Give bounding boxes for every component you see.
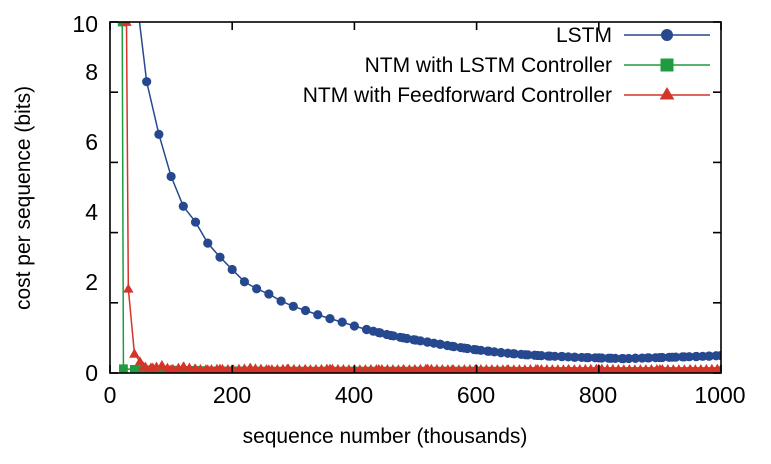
y-tick-label: 8 <box>85 59 98 85</box>
data-point-circle <box>603 353 614 363</box>
data-point-circle <box>556 351 567 362</box>
y-tick-label: 10 <box>72 11 98 37</box>
data-point-circle <box>252 284 262 294</box>
data-point-circle <box>300 305 311 316</box>
x-tick-label: 600 <box>457 382 495 408</box>
series-ntm-with-feedforward-controller <box>121 22 721 373</box>
data-point-circle <box>288 301 298 311</box>
legend-marker-triangle-icon <box>659 87 675 100</box>
data-point-circle <box>597 353 607 363</box>
data-point-circle <box>349 321 359 331</box>
data-point-circle <box>142 77 152 87</box>
data-point-circle <box>704 351 714 361</box>
data-point-circle <box>496 348 506 358</box>
data-point-circle <box>154 129 164 139</box>
data-point-circle <box>711 351 721 361</box>
data-point-triangle <box>121 22 132 26</box>
data-point-circle <box>563 352 573 362</box>
legend-label-ntm-lstm: NTM with LSTM Controller <box>365 54 612 77</box>
legend-marker-square-icon <box>660 58 674 72</box>
data-point-circle <box>489 347 499 357</box>
data-point-triangle <box>123 283 134 293</box>
y-tick-label: 4 <box>85 199 98 225</box>
y-tick-label: 2 <box>85 269 98 295</box>
y-axis-title: cost per sequence (bits) <box>12 86 35 310</box>
data-point-circle <box>215 252 225 262</box>
data-point-square <box>117 22 127 27</box>
plot-series-group <box>117 22 721 373</box>
data-point-circle <box>536 351 546 361</box>
data-point-circle <box>624 353 634 364</box>
data-point-circle <box>276 296 286 306</box>
data-point-triangle <box>134 356 146 366</box>
data-point-circle <box>516 349 526 359</box>
data-point-circle <box>337 317 347 327</box>
data-point-circle <box>583 353 594 363</box>
data-point-circle <box>483 346 493 356</box>
data-point-circle <box>684 352 694 362</box>
x-axis-tick-labels: 0 200 400 600 800 1000 <box>104 382 746 408</box>
x-tick-label: 1000 <box>694 382 745 408</box>
data-point-triangle <box>156 360 168 370</box>
data-point-circle <box>166 171 176 182</box>
data-point-circle <box>178 201 188 211</box>
data-point-circle <box>313 310 323 320</box>
data-point-circle <box>449 341 459 352</box>
data-point-circle <box>476 345 486 355</box>
plot-frame <box>109 21 722 374</box>
data-point-circle <box>239 277 250 287</box>
legend-label-ntm-feedforward: NTM with Feedforward Controller <box>303 84 612 107</box>
data-point-circle <box>530 350 540 360</box>
x-tick-label: 0 <box>104 382 117 408</box>
data-point-circle <box>190 217 201 227</box>
data-point-circle <box>570 352 580 362</box>
data-point-circle <box>203 238 213 248</box>
data-point-circle <box>577 352 587 363</box>
data-point-circle <box>637 353 647 363</box>
data-point-circle <box>617 353 627 364</box>
data-point-square <box>157 365 167 373</box>
data-point-circle <box>590 353 600 363</box>
data-point-circle <box>456 342 466 353</box>
data-point-circle <box>664 352 674 362</box>
data-point-circle <box>503 348 513 358</box>
data-point-circle <box>264 289 274 299</box>
data-point-circle <box>227 264 237 275</box>
chart-legend: LSTM NTM with LSTM Controller NTM with F… <box>303 24 710 107</box>
legend-marker-circle-icon <box>661 29 673 41</box>
data-point-circle <box>657 352 667 363</box>
data-point-circle <box>550 351 560 361</box>
data-point-square <box>119 364 128 373</box>
data-point-circle <box>651 353 661 363</box>
y-tick-label: 6 <box>85 129 98 155</box>
x-tick-label: 800 <box>579 382 617 408</box>
data-point-circle <box>469 344 479 355</box>
series-lstm <box>138 22 721 364</box>
data-point-circle <box>644 353 654 363</box>
data-point-triangle <box>712 363 721 373</box>
y-axis-tick-labels: 10 8 6 4 2 0 <box>72 11 98 386</box>
data-point-circle <box>671 352 681 362</box>
data-point-circle <box>325 314 335 324</box>
data-point-circle <box>509 349 520 359</box>
legend-label-lstm: LSTM <box>556 24 612 47</box>
data-point-circle <box>691 351 701 362</box>
data-point-circle <box>523 350 533 360</box>
data-point-circle <box>698 351 708 361</box>
x-tick-label: 200 <box>213 382 251 408</box>
x-axis-title: sequence number (thousands) <box>243 425 528 448</box>
x-tick-label: 400 <box>335 382 373 408</box>
data-point-circle <box>610 353 620 363</box>
data-point-circle <box>462 343 473 354</box>
data-point-circle <box>630 353 641 363</box>
data-point-circle <box>543 351 553 361</box>
data-point-triangle <box>129 348 140 358</box>
data-point-square <box>130 365 139 373</box>
y-tick-label: 0 <box>85 360 98 386</box>
data-point-circle <box>677 352 688 362</box>
